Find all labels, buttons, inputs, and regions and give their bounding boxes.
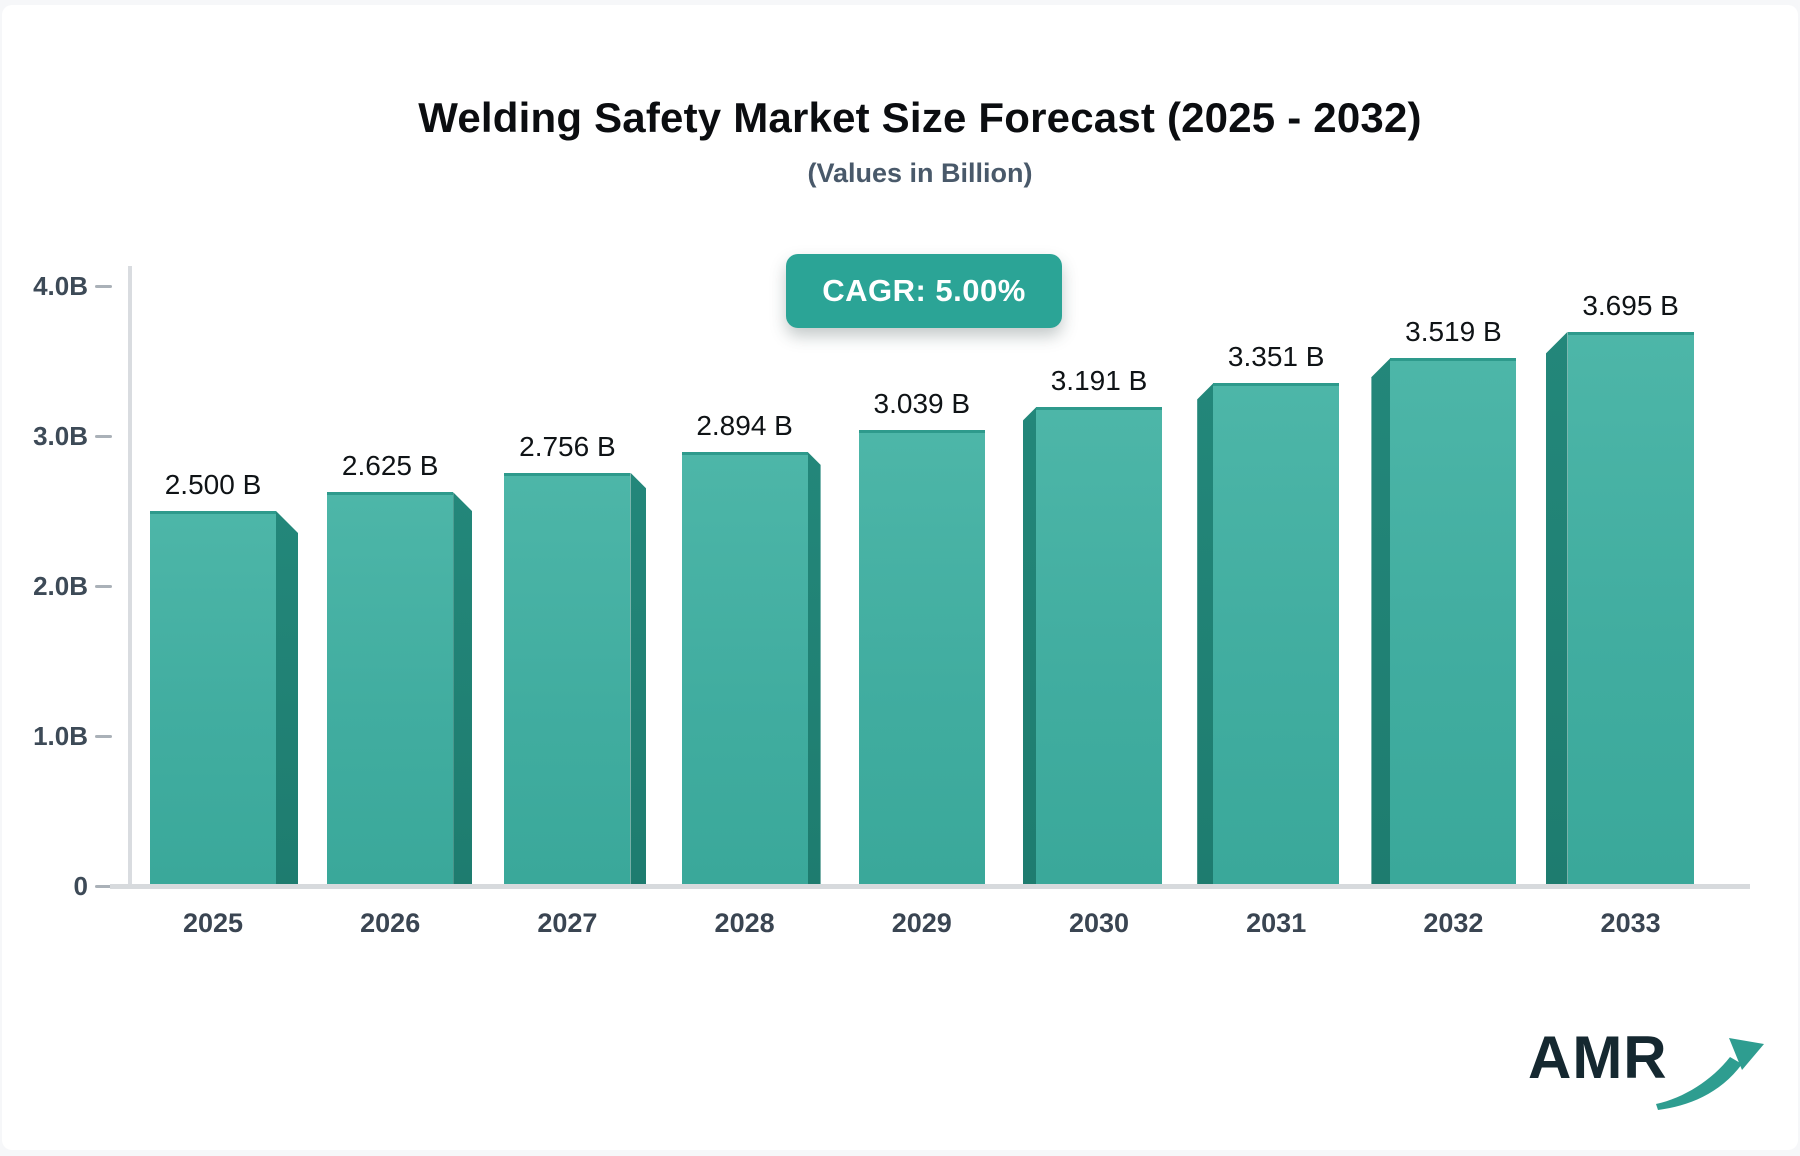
bar-value-label-2030: 3.191 B [1050,365,1148,397]
chart-subtitle: (Values in Billion) [807,158,1033,188]
y-tick-label: 1.0B [33,721,88,751]
bar-2031 [1213,383,1340,886]
x-axis-label-2031: 2031 [1246,908,1307,938]
bar-2030 [1036,407,1162,886]
y-axis-line [128,266,132,886]
y-tick-label: 2.0B [33,571,88,601]
cagr-badge: CAGR: 5.00% [786,254,1062,328]
y-tick-label: 0 [73,871,88,901]
bar-2028 [681,451,808,886]
bar-2029 [858,430,985,886]
x-axis-label-2025: 2025 [182,908,244,938]
y-tick-dash [95,734,112,738]
x-axis-label-2032: 2032 [1423,908,1484,938]
bar-value-label-2031: 3.351 B [1227,341,1325,373]
bar-side-face-2027 [630,472,647,886]
x-axis-label-2033: 2033 [1600,908,1661,938]
bar-value-label-2028: 2.894 B [696,409,793,441]
x-axis-line [110,884,1750,889]
y-tick-label: 4.0B [33,271,88,301]
x-axis-label-2028: 2028 [714,908,775,938]
x-axis-label-2026: 2026 [360,908,421,938]
y-tick-label: 3.0B [33,421,88,451]
bar-value-label-2025: 2.500 B [164,469,262,500]
cagr-badge-wrap: CAGR: 5.00% [0,254,1800,328]
y-tick-dash [95,284,112,288]
y-tick-dash [95,584,112,588]
bar-2025 [150,511,276,886]
bar-value-label-2026: 2.625 B [341,450,439,482]
logo-growth-arrow-icon [1654,1030,1772,1123]
bar-value-label-2032: 3.519 B [1405,316,1502,348]
chart-title: Welding Safety Market Size Forecast (202… [418,94,1422,141]
y-tick-dash [95,434,112,438]
bar-side-face-2028 [807,451,821,886]
x-axis-label-2029: 2029 [891,908,952,938]
bar-side-face-2030 [1023,407,1036,886]
bar-value-label-2029: 3.039 B [873,388,971,420]
amr-logo: AMR [1528,1024,1764,1118]
bar-side-face-2032 [1371,358,1391,886]
bar-2027 [504,472,631,886]
bar-value-label-2027: 2.756 B [519,430,616,462]
bar-2032 [1390,358,1517,886]
bar-side-face-2026 [453,492,473,886]
y-tick-dash [95,884,112,888]
logo-text: AMR [1528,1024,1668,1091]
bar-value-label-2033: 3.695 B [1582,289,1679,321]
x-axis-label-2027: 2027 [537,908,598,938]
bar-side-face-2033 [1545,331,1568,886]
bar-side-face-2025 [276,511,298,886]
bar-2033 [1567,331,1694,886]
bar-2026 [327,492,454,886]
x-axis-label-2030: 2030 [1068,908,1130,938]
bar-side-face-2031 [1197,383,1214,886]
